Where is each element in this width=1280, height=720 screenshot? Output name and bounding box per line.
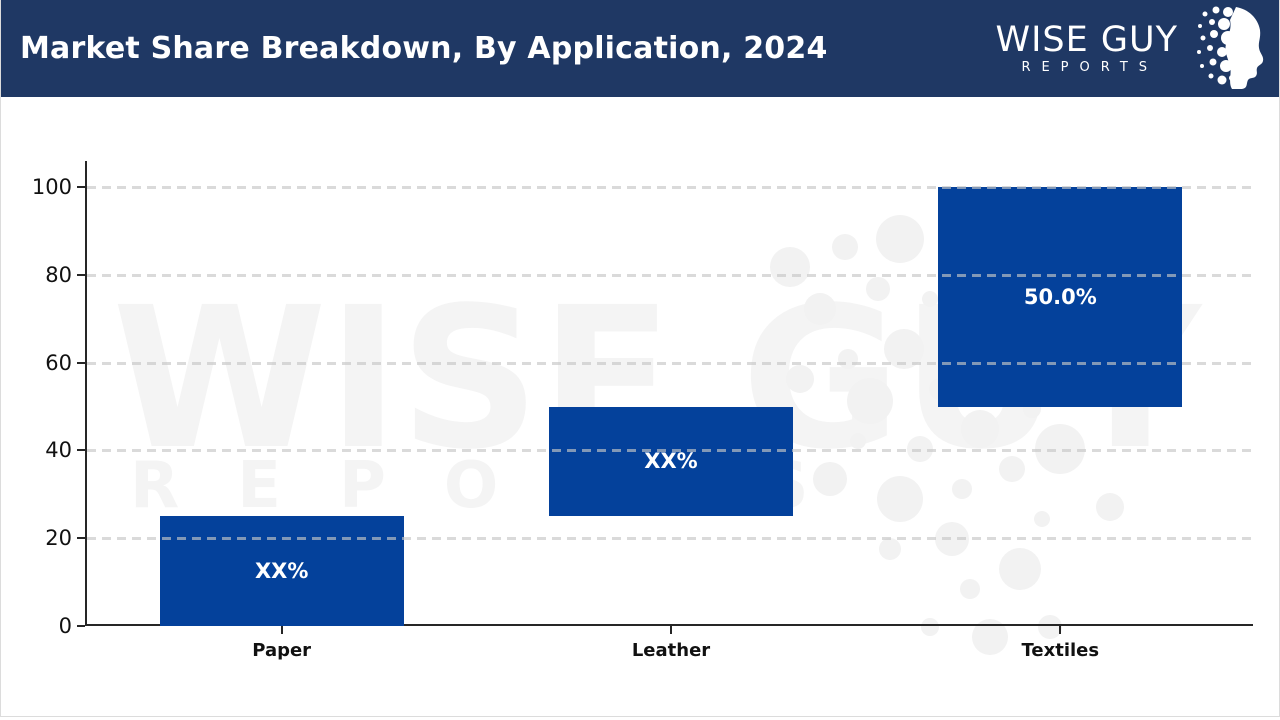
plot-area: XX% Paper XX% Leather 50.0% Textiles — [77, 161, 1255, 661]
bar-value-label-textiles: 50.0% — [1023, 284, 1097, 309]
y-tick-label-0: 0 — [58, 614, 72, 638]
chart-title: Market Share Breakdown, By Application, … — [20, 31, 828, 66]
y-tick-label-80: 80 — [45, 262, 72, 287]
bar-paper[interactable] — [159, 516, 404, 626]
brand-logo: WISE GUY REPORTS — [995, 4, 1266, 94]
gridline-40 — [87, 449, 1255, 453]
x-tick-mark-leather — [670, 626, 672, 634]
chart-area: WISE GUY REPORTS — [0, 97, 1280, 720]
y-tick-label-60: 60 — [45, 350, 72, 375]
x-tick-mark-paper — [280, 626, 283, 634]
x-tick-mark-textiles — [1059, 626, 1062, 634]
y-tick-label-100: 100 — [31, 175, 72, 199]
x-tick-label-leather: Leather — [631, 640, 711, 661]
y-tick-label-20: 20 — [45, 526, 72, 551]
brand-name: WISE GUY — [995, 19, 1178, 60]
y-tick-mark-0 — [77, 625, 85, 627]
brand-subname: REPORTS — [1021, 59, 1159, 75]
gridline-100 — [87, 186, 1255, 189]
bar-value-label-paper: XX% — [254, 559, 309, 584]
y-tick-mark-60 — [77, 361, 85, 364]
y-tick-mark-20 — [77, 537, 85, 540]
gridline-80 — [87, 273, 1255, 277]
y-tick-mark-80 — [77, 273, 85, 276]
bar-textiles[interactable] — [938, 187, 1183, 407]
bar-leather[interactable] — [549, 406, 793, 517]
header: Market Share Breakdown, By Application, … — [0, 0, 1280, 97]
x-tick-label-textiles: Textiles — [1021, 640, 1100, 661]
bar-value-label-leather: XX% — [644, 449, 698, 474]
x-tick-label-paper: Paper — [252, 640, 312, 661]
y-tick-mark-40 — [77, 449, 85, 452]
gridline-60 — [87, 361, 1255, 365]
gridline-20 — [87, 537, 1255, 541]
y-tick-label-40: 40 — [45, 438, 72, 463]
brand-logo-text: WISE GUY REPORTS — [995, 21, 1178, 77]
face-profile-dots-icon — [1180, 4, 1266, 94]
y-tick-mark-100 — [77, 186, 85, 188]
